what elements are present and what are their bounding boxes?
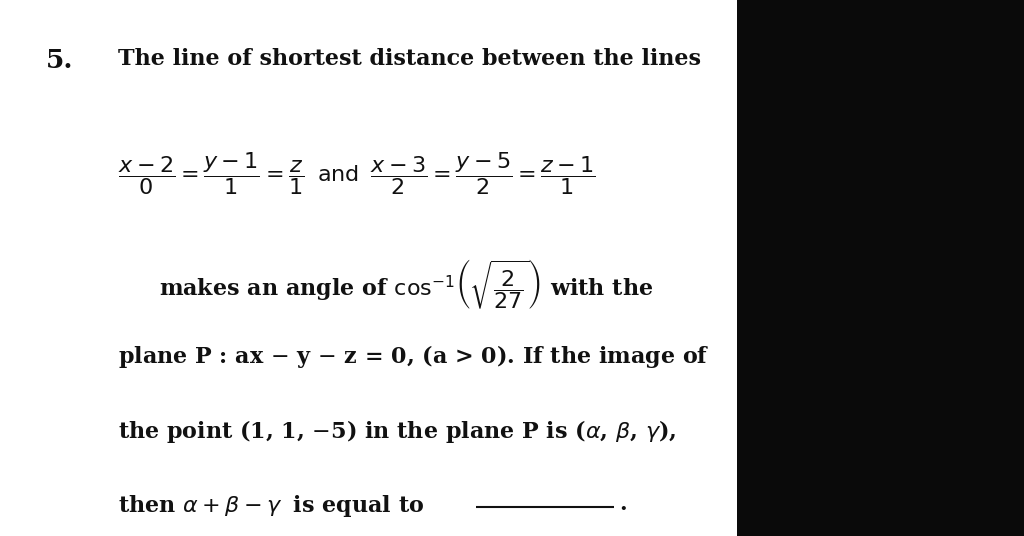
Text: .: . [620,493,627,515]
Text: $\dfrac{x-2}{0} = \dfrac{y-1}{1} = \dfrac{z}{1}\;\;\mathrm{and}\;\;\dfrac{x-3}{2: $\dfrac{x-2}{0} = \dfrac{y-1}{1} = \dfra… [118,150,595,197]
Text: makes an angle of $\cos^{-1}\!\left(\sqrt{\dfrac{2}{27}}\right)$ with the: makes an angle of $\cos^{-1}\!\left(\sqr… [159,257,653,311]
Text: the point (1, 1, $-$5) in the plane P is ($\alpha$, $\beta$, $\gamma$),: the point (1, 1, $-$5) in the plane P is… [118,418,676,445]
Text: 5.: 5. [46,48,74,73]
Text: then $\alpha + \beta - \gamma\;$ is equal to: then $\alpha + \beta - \gamma\;$ is equa… [118,493,424,519]
Text: The line of shortest distance between the lines: The line of shortest distance between th… [118,48,700,70]
Text: plane P : ax $-$ y $-$ z = 0, (a > 0). If the image of: plane P : ax $-$ y $-$ z = 0, (a > 0). I… [118,343,710,370]
FancyBboxPatch shape [737,0,1024,536]
